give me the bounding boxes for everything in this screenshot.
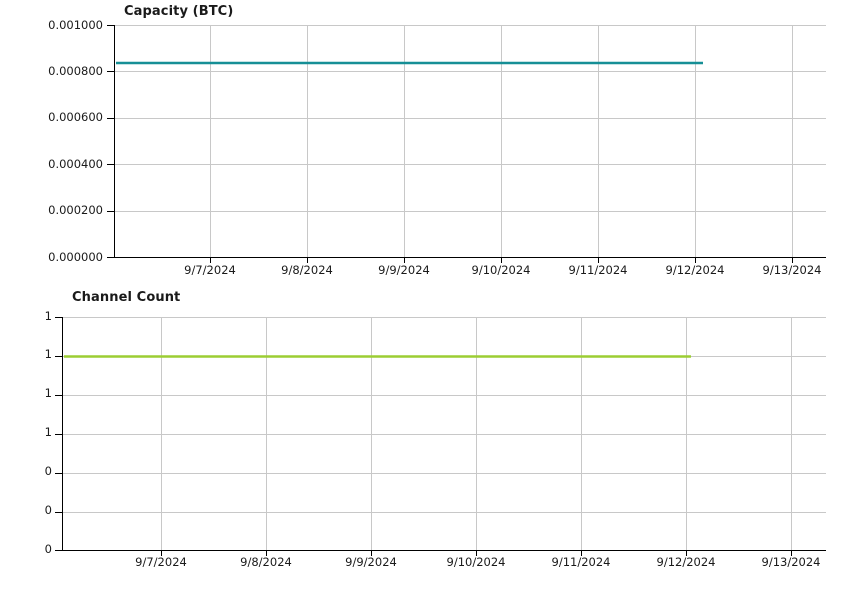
gridlines-vertical: [210, 25, 793, 258]
x-tick-label: 9/12/2024: [665, 263, 725, 277]
x-tick-label: 9/9/2024: [378, 263, 430, 277]
x-tick-label: 9/8/2024: [240, 555, 292, 569]
x-tick-label: 9/8/2024: [281, 263, 333, 277]
x-tick-label: 9/10/2024: [471, 263, 531, 277]
chart-title-capacity: Capacity (BTC): [124, 4, 234, 19]
y-tick-label: 0.001000: [48, 18, 103, 32]
x-tick-label: 9/13/2024: [761, 555, 821, 569]
plot-area-capacity: [107, 24, 826, 263]
y-tick-label: 1: [44, 347, 52, 361]
x-tick-label: 9/12/2024: [656, 555, 716, 569]
y-tick-label: 0: [44, 503, 52, 517]
chart-panel-channel-count: Channel Count 1 1 1 1 0 0 0 9/7/2024 9/8…: [0, 290, 860, 600]
plot-area-channel-count: [55, 316, 826, 556]
x-tick-label: 9/10/2024: [446, 555, 506, 569]
y-tick-label: 1: [44, 425, 52, 439]
y-tick-label: 0.000000: [48, 250, 103, 264]
x-axis-channel-count: [62, 549, 826, 556]
y-tick-label: 0: [44, 464, 52, 478]
y-tick-label: 0.000200: [48, 203, 103, 217]
y-tick-label: 0.000600: [48, 110, 103, 124]
gridlines-horizontal: [114, 25, 826, 212]
gridlines-horizontal: [62, 317, 826, 513]
x-tick-label: 9/13/2024: [762, 263, 822, 277]
x-tick-label: 9/9/2024: [345, 555, 397, 569]
y-tick-label: 0.000400: [48, 157, 103, 171]
y-tick-label: 1: [44, 309, 52, 323]
chart-title-channel-count: Channel Count: [72, 290, 181, 305]
y-tick-label: 0: [44, 542, 52, 556]
y-axis-capacity: [107, 24, 116, 259]
y-tick-label: 1: [44, 386, 52, 400]
x-tick-label: 9/7/2024: [184, 263, 236, 277]
x-axis-capacity: [114, 256, 826, 263]
y-tick-label: 0.000800: [48, 64, 103, 78]
y-axis-channel-count: [55, 316, 64, 552]
chart-panel-capacity: Capacity (BTC) 0.001000 0.000800 0.00060…: [0, 0, 860, 290]
x-tick-label: 9/7/2024: [135, 555, 187, 569]
x-tick-label: 9/11/2024: [568, 263, 628, 277]
x-tick-label: 9/11/2024: [551, 555, 611, 569]
